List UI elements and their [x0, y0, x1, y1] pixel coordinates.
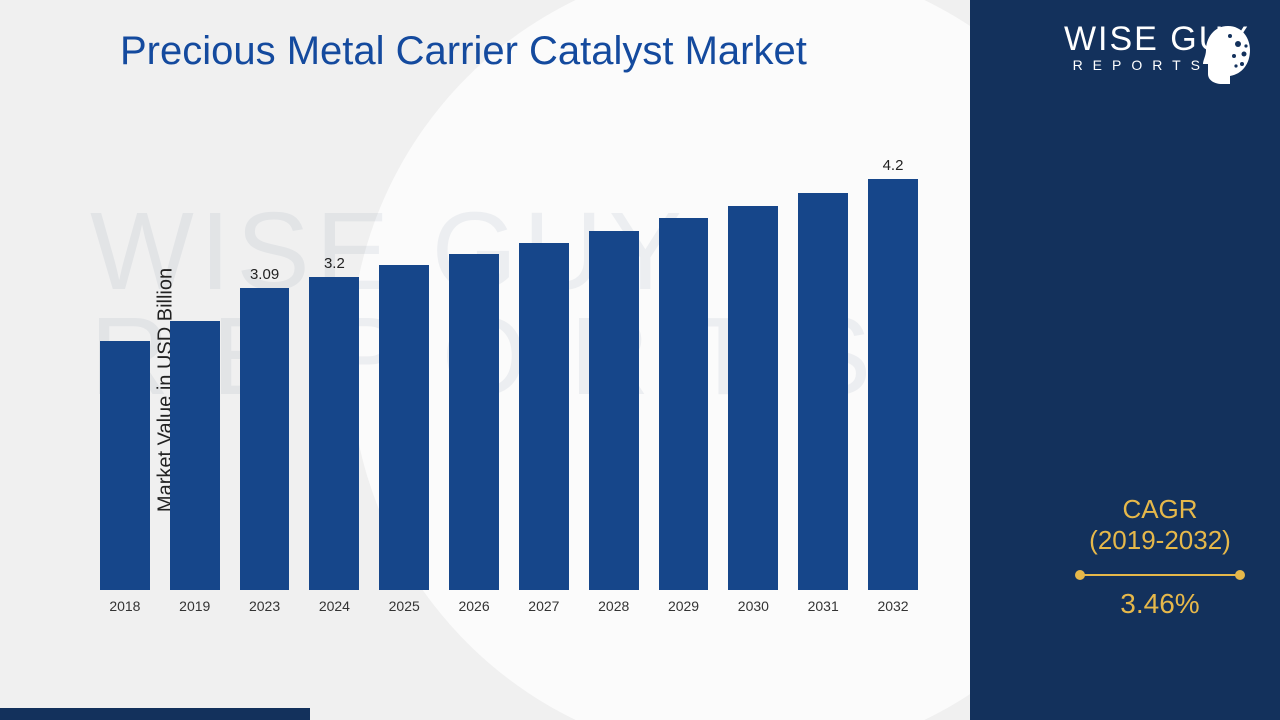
cagr-divider — [1080, 574, 1240, 576]
x-axis-tick-label: 2023 — [240, 590, 290, 630]
x-axis-tick-label: 2028 — [589, 590, 639, 630]
head-icon — [1200, 24, 1256, 88]
page-root: WISE GUY R E P O R T S Precious Metal Ca… — [0, 0, 1280, 720]
bar — [100, 341, 150, 590]
x-axis-tick-label: 2018 — [100, 590, 150, 630]
bottom-accent-bar — [0, 708, 310, 720]
bar-slot — [659, 150, 709, 590]
cagr-label-line2: (2019-2032) — [1089, 525, 1231, 555]
bar — [240, 288, 290, 590]
cagr-label: CAGR (2019-2032) — [1040, 494, 1280, 556]
x-axis-tick-label: 2029 — [659, 590, 709, 630]
bar-slot — [798, 150, 848, 590]
x-axis-tick-label: 2030 — [728, 590, 778, 630]
bar-slot: 3.2 — [309, 150, 359, 590]
bar — [379, 265, 429, 590]
bar — [659, 218, 709, 590]
x-axis-tick-label: 2019 — [170, 590, 220, 630]
bar-slot — [379, 150, 429, 590]
bar — [449, 254, 499, 590]
bar-value-label: 3.2 — [324, 255, 345, 273]
bars-container: 3.09 3.2 4.2 — [94, 150, 924, 590]
bar — [519, 243, 569, 590]
bar-slot — [100, 150, 150, 590]
bar-slot — [170, 150, 220, 590]
x-axis-tick-label: 2027 — [519, 590, 569, 630]
chart-title: Precious Metal Carrier Catalyst Market — [120, 28, 820, 74]
bar — [589, 231, 639, 590]
bar-slot — [728, 150, 778, 590]
bar — [309, 277, 359, 590]
bar-value-label: 4.2 — [883, 157, 904, 175]
bar — [170, 321, 220, 590]
x-axis-tick-label: 2026 — [449, 590, 499, 630]
x-axis-tick-label: 2031 — [798, 590, 848, 630]
bar-slot — [449, 150, 499, 590]
x-axis-tick-label: 2032 — [868, 590, 918, 630]
x-axis-tick-label: 2024 — [309, 590, 359, 630]
bar — [728, 206, 778, 590]
cagr-value: 3.46% — [1040, 588, 1280, 620]
bar — [868, 179, 918, 590]
bar-slot: 3.09 — [240, 150, 290, 590]
cagr-panel: CAGR (2019-2032) 3.46% — [1040, 494, 1280, 620]
bar-slot — [519, 150, 569, 590]
cagr-label-line1: CAGR — [1122, 494, 1197, 524]
plot-area: 3.09 3.2 4.2 — [94, 150, 924, 590]
bar-value-label: 3.09 — [250, 266, 279, 284]
brand-logo: WISE GUY REPORTS — [990, 20, 1250, 73]
bar-chart: Market Value in USD Billion 3.093.24.2 2… — [54, 150, 924, 630]
x-axis-labels: 2018 2019 2023 2024 2025 2026 2027 2028 2029 2030… — [94, 590, 924, 630]
x-axis-tick-label: 2025 — [379, 590, 429, 630]
bar-slot: 4.2 — [868, 150, 918, 590]
bar-slot — [589, 150, 639, 590]
bar — [798, 193, 848, 590]
